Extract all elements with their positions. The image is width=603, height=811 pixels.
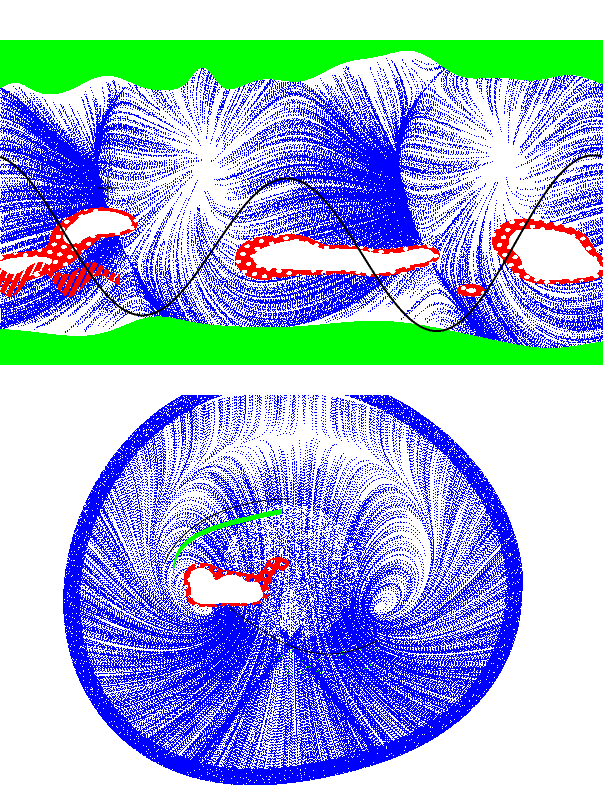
bottom-trajectory-dots (0, 395, 603, 811)
separatrix-path (229, 607, 378, 655)
cylindrical-projection-canvas (0, 40, 603, 365)
crosshair-marker-glyph (97, 175, 119, 201)
separatrix-path (164, 498, 289, 565)
bot-traj-raster (0, 395, 603, 811)
top-traj-raster (0, 40, 603, 365)
top-separatrix-curve (0, 154, 603, 333)
crosshair-marker (97, 175, 119, 201)
separatrix-path (0, 154, 603, 333)
orthographic-projection-canvas (0, 395, 603, 811)
cylindrical-projection-panel (0, 40, 603, 365)
top-trajectory-dots (0, 40, 603, 365)
orthographic-projection-panel (0, 395, 603, 811)
bottom-separatrix-curve (164, 498, 378, 655)
